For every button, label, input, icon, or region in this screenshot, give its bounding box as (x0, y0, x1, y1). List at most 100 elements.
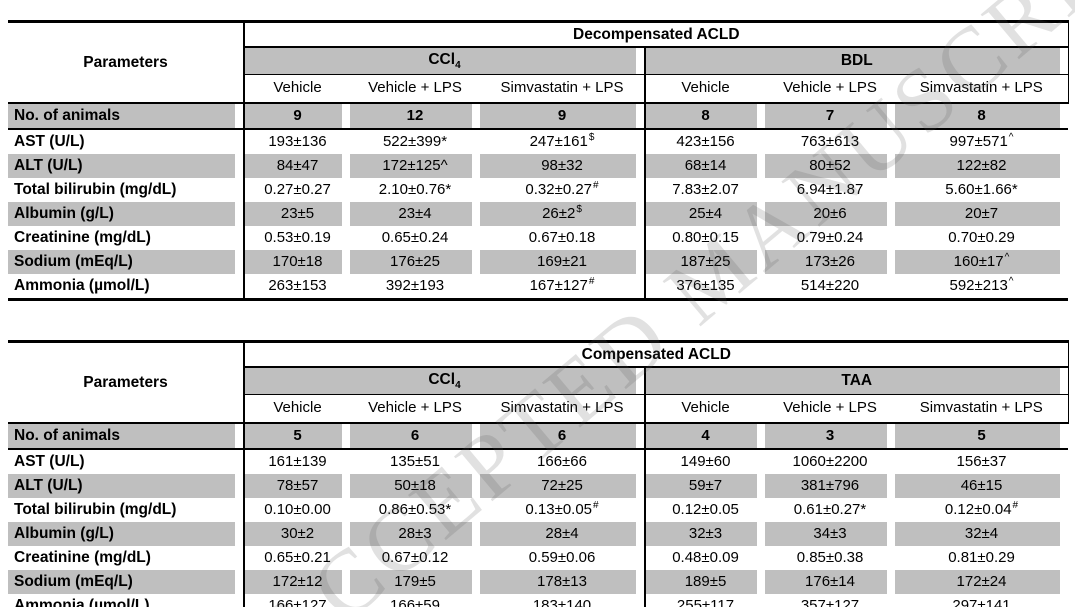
row-label: Sodium (mEq/L) (8, 570, 244, 594)
table-title: Compensated ACLD (242, 341, 1069, 368)
table-row: AST (U/L) 193±136 522±399* 247±161$ 423±156 7… (8, 129, 1068, 154)
value-cell: 98±32 (480, 154, 645, 178)
value-cell: 25±4 (644, 202, 765, 226)
value-cell: 156±37 (895, 449, 1068, 474)
value-cell: 0.53±0.19 (243, 226, 350, 250)
column-header: Simvastatin + LPS (480, 74, 645, 104)
value-cell: 178±13 (480, 570, 645, 594)
cell-value: 8 (701, 106, 710, 124)
cell-value: 166±127 (268, 596, 327, 607)
table-row: Total bilirubin (mg/dL) 0.10±0.00 0.86±0.5… (8, 498, 1068, 522)
cell-value: 0.10±0.00 (264, 500, 331, 518)
cell-value: 12 (406, 106, 424, 124)
cell-value: 173±26 (805, 252, 855, 270)
cell-value: 68±14 (684, 156, 727, 174)
value-cell: 160±17^ (895, 250, 1069, 274)
row-label: Albumin (g/L) (8, 202, 244, 226)
value-cell: 189±5 (644, 570, 765, 594)
table-decompensated-acld: Parameters Decompensated ACLD CCl4 BDL Vehic… (8, 20, 1069, 301)
cell-value: 0.53±0.19 (264, 228, 331, 246)
cell-value: 0.12±0.04 (944, 500, 1012, 518)
value-cell: 0.70±0.29 (895, 226, 1068, 250)
cell-value: 80±52 (809, 156, 851, 174)
value-cell: 78±57 (243, 474, 350, 498)
cell-value: 592±213 (949, 276, 1008, 294)
cell-superscript: ^ (1008, 275, 1014, 287)
row-label: ALT (U/L) (8, 154, 244, 178)
table-row: ALT (U/L) 84±47 172±125^ 98±32 68±14 80±52 122… (8, 154, 1069, 178)
cell-value: 763±613 (800, 132, 860, 150)
cell-value: 156±37 (956, 452, 1007, 470)
group-header: TAA (643, 367, 1069, 395)
row-label: Sodium (mEq/L) (8, 250, 244, 274)
value-cell: 0.27±0.27 (243, 178, 350, 202)
value-cell: 5 (243, 423, 350, 450)
cell-value: 997±571 (949, 132, 1008, 150)
cell-value: 20±6 (813, 204, 847, 222)
row-label: Ammonia (µmol/L) (14, 597, 150, 607)
value-cell: 32±4 (895, 522, 1069, 546)
cell-value: 28±4 (545, 524, 579, 542)
cell-value: 0.67±0.12 (381, 548, 449, 566)
column-header: Vehicle + LPS (350, 74, 480, 104)
column-header: Vehicle + LPS (350, 394, 480, 424)
value-cell: 26±2$ (480, 202, 645, 226)
value-cell: 392±193 (350, 274, 480, 300)
value-cell: 183±140 (480, 594, 645, 607)
value-cell: 4 (644, 423, 765, 450)
group-header: CCl4 (243, 367, 645, 395)
value-cell: 997±571^ (895, 129, 1068, 154)
value-cell: 84±47 (243, 154, 350, 178)
value-cell: 423±156 (644, 129, 765, 154)
value-cell: 514±220 (765, 274, 895, 300)
cell-value: 46±15 (960, 476, 1003, 494)
value-cell: 172±24 (895, 570, 1069, 594)
cell-value: 166±66 (537, 452, 587, 470)
cell-value: 0.70±0.29 (948, 228, 1015, 246)
value-cell: 122±82 (895, 154, 1069, 178)
value-cell: 3 (765, 423, 895, 450)
parameters-header: Parameters (8, 341, 244, 424)
value-cell: 23±5 (243, 202, 350, 226)
value-cell: 0.12±0.04# (895, 498, 1068, 522)
cell-value: 247±161 (529, 132, 588, 150)
cell-value: 0.86±0.53* (378, 500, 452, 518)
cell-value: 423±156 (676, 132, 735, 150)
cell-value: 160±17 (953, 252, 1004, 270)
cell-value: 2.10±0.76* (378, 180, 452, 198)
value-cell: 8 (895, 103, 1069, 130)
table-row: Ammonia (µmol/L) 166±127 166±59 183±140 255±… (8, 594, 1068, 607)
table-title: Decompensated ACLD (242, 21, 1069, 48)
value-cell: 0.79±0.24 (765, 226, 895, 250)
value-cell: 6 (480, 423, 645, 450)
cell-value: 149±60 (680, 452, 731, 470)
value-cell: 6 (350, 423, 480, 450)
cell-value: 25±4 (688, 204, 723, 222)
table-row: No. of animals 9 12 9 8 7 8 (8, 103, 1069, 130)
column-header: Vehicle (243, 74, 350, 104)
group-header: BDL (643, 47, 1069, 75)
value-cell: 59±7 (644, 474, 765, 498)
value-cell: 135±51 (350, 449, 480, 474)
group-name: CCl (428, 50, 456, 68)
table-row: Albumin (g/L) 30±2 28±3 28±4 32±3 34±3 32±4 (8, 522, 1069, 546)
table-row: Creatinine (mg/dL) 0.53±0.19 0.65±0.24 0.67… (8, 226, 1068, 250)
row-label: Albumin (g/L) (8, 522, 244, 546)
value-cell: 297±141 (895, 594, 1068, 607)
cell-superscript: ^ (1008, 131, 1014, 143)
value-cell: 20±7 (895, 202, 1069, 226)
table-row: Albumin (g/L) 23±5 23±4 26±2$ 25±4 20±6 20±7 (8, 202, 1069, 226)
cell-value: 183±140 (532, 596, 592, 607)
cell-value: 1060±2200 (792, 452, 868, 470)
cell-value: 135±51 (390, 452, 440, 470)
cell-value: 122±82 (956, 156, 1007, 174)
table-row: Ammonia (µmol/L) 263±153 392±193 167±127# 37… (8, 274, 1068, 300)
value-cell: 32±3 (644, 522, 765, 546)
group-name: BDL (840, 52, 873, 70)
value-cell: 376±135 (644, 274, 765, 300)
value-cell: 50±18 (350, 474, 480, 498)
group-header: CCl4 (243, 47, 645, 75)
cell-value: 23±4 (398, 204, 432, 222)
column-header: Simvastatin + LPS (895, 394, 1069, 424)
